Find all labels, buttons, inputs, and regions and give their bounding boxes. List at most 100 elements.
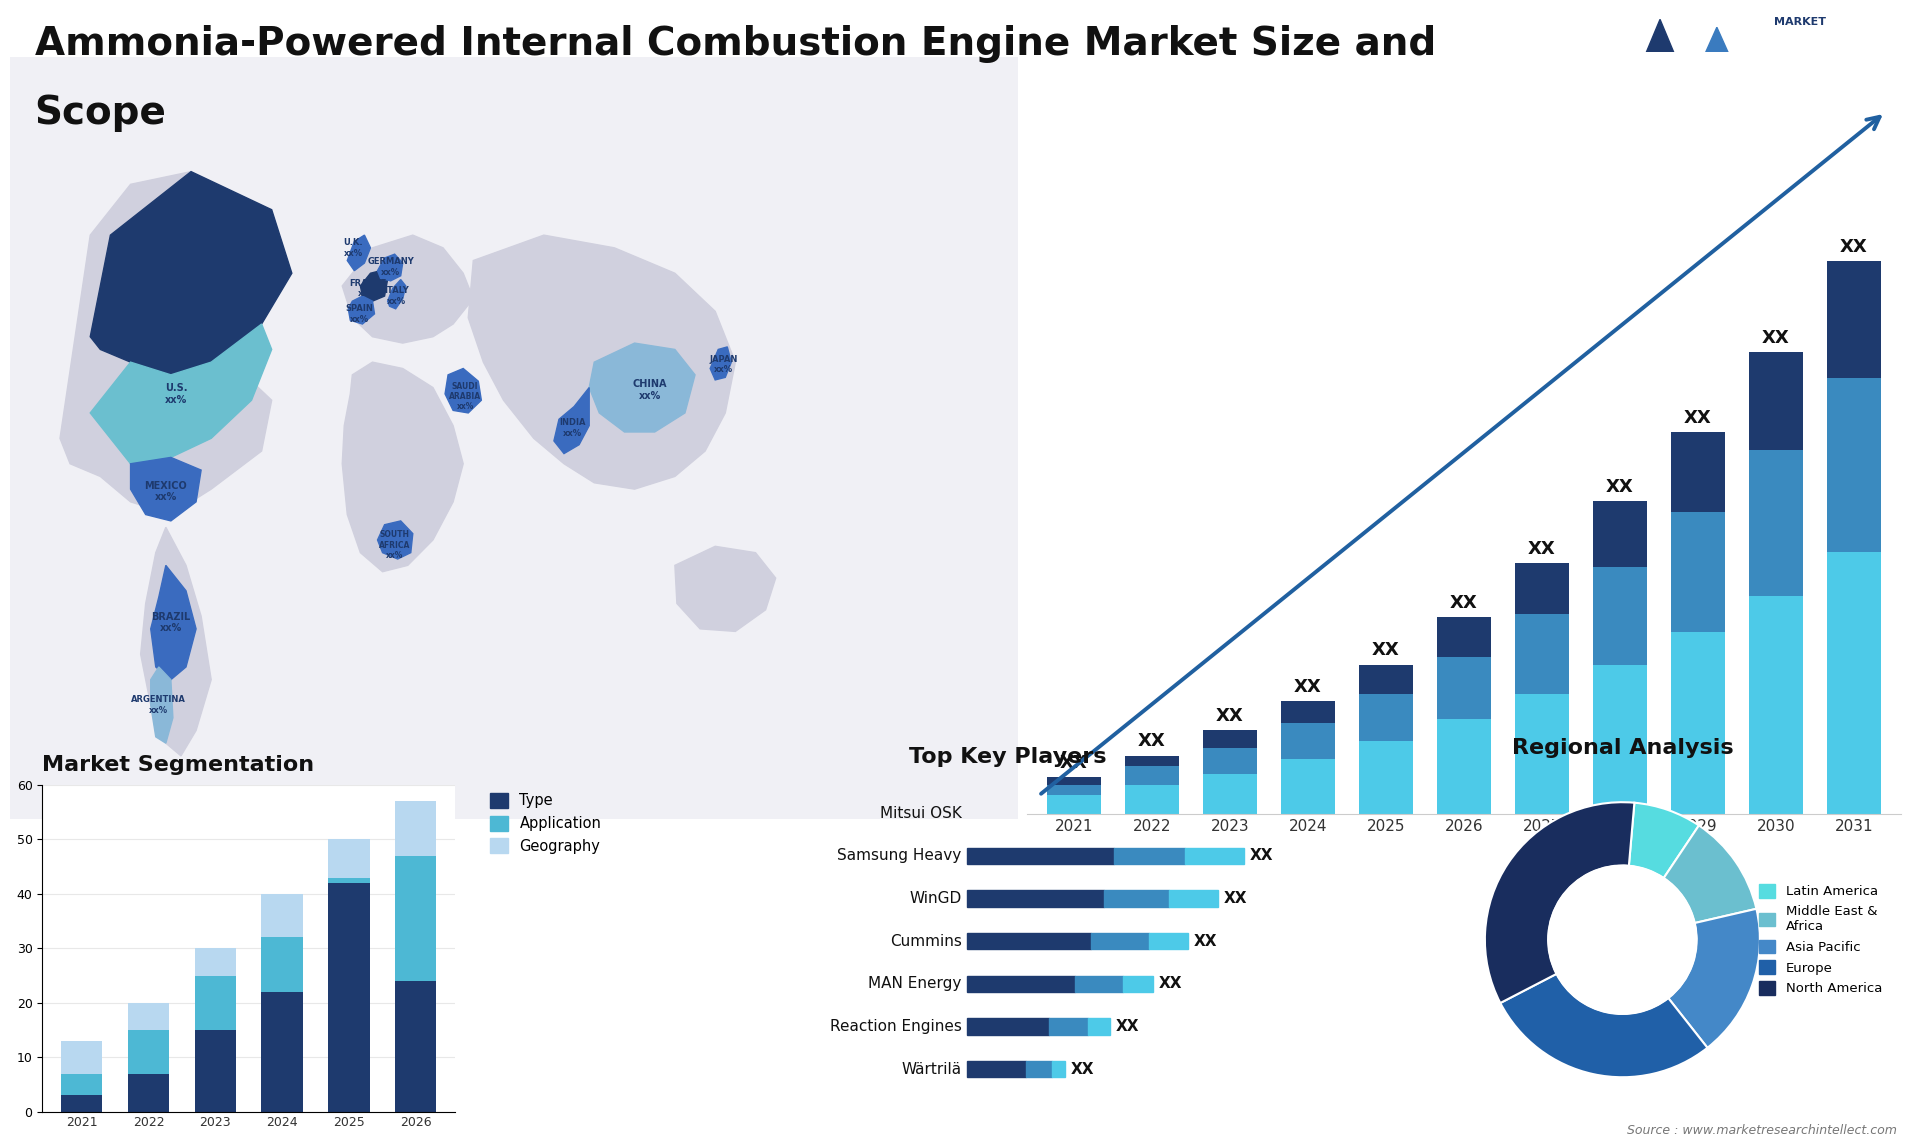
Bar [129, 1030, 169, 1074]
Bar [1125, 755, 1179, 767]
Legend: Type, Application, Geography: Type, Application, Geography [484, 786, 609, 861]
Bar [1828, 552, 1880, 814]
Bar [1438, 618, 1490, 658]
Text: ITALY
xx%: ITALY xx% [384, 286, 409, 306]
Bar [1672, 432, 1724, 512]
Bar [1048, 777, 1100, 785]
Bar [1281, 701, 1334, 723]
Text: Scope: Scope [35, 94, 167, 132]
Wedge shape [1500, 974, 1707, 1077]
Polygon shape [60, 172, 273, 515]
Text: XX: XX [1839, 238, 1868, 256]
Text: XX: XX [1060, 754, 1089, 772]
Text: XX: XX [1607, 478, 1634, 496]
Bar [1594, 501, 1647, 566]
Polygon shape [589, 343, 695, 432]
Bar [328, 884, 369, 1112]
Text: WinGD: WinGD [910, 892, 962, 906]
Polygon shape [388, 280, 405, 308]
Bar [1104, 890, 1169, 906]
Bar [1749, 596, 1803, 814]
Bar [968, 933, 1091, 949]
Text: XX: XX [1215, 707, 1244, 724]
Bar [1281, 723, 1334, 759]
Wedge shape [1668, 909, 1761, 1047]
Text: Reaction Engines: Reaction Engines [829, 1019, 962, 1034]
Text: XX: XX [1528, 540, 1555, 557]
Bar [1281, 759, 1334, 814]
Bar [1114, 848, 1185, 864]
Text: XX: XX [1194, 934, 1217, 949]
Bar [1359, 665, 1413, 693]
Bar [1438, 720, 1490, 814]
Polygon shape [555, 387, 589, 454]
Bar [1359, 741, 1413, 814]
Legend: Latin America, Middle East &
Africa, Asia Pacific, Europe, North America: Latin America, Middle East & Africa, Asi… [1753, 878, 1889, 1002]
Bar [1125, 767, 1179, 785]
Bar [261, 937, 303, 991]
Bar [968, 848, 1114, 864]
Wedge shape [1628, 802, 1699, 878]
Text: INTELLECT: INTELLECT [1774, 107, 1839, 117]
Polygon shape [378, 254, 403, 281]
Bar [1594, 665, 1647, 814]
Wedge shape [1484, 802, 1634, 1003]
Bar [396, 856, 436, 981]
Text: XX: XX [1684, 409, 1713, 426]
Text: JAPAN
xx%: JAPAN xx% [708, 355, 737, 375]
Bar [1749, 450, 1803, 596]
Title: Regional Analysis: Regional Analysis [1511, 738, 1734, 758]
Bar [1359, 693, 1413, 741]
Bar [1204, 748, 1256, 774]
Bar [194, 975, 236, 1030]
Polygon shape [342, 362, 463, 572]
Text: Wärtrilä: Wärtrilä [900, 1061, 962, 1076]
Text: GERMANY
xx%: GERMANY xx% [367, 257, 415, 276]
Text: Source : www.marketresearchintellect.com: Source : www.marketresearchintellect.com [1626, 1124, 1897, 1137]
Text: U.K.
xx%: U.K. xx% [344, 238, 363, 258]
Bar [1123, 975, 1152, 992]
Bar [328, 878, 369, 884]
Bar [61, 1041, 102, 1074]
Text: Market Segmentation: Market Segmentation [42, 755, 315, 775]
Text: XX: XX [1294, 677, 1321, 696]
Bar [129, 1003, 169, 1030]
Polygon shape [131, 457, 202, 521]
Text: XX: XX [1071, 1061, 1094, 1076]
Circle shape [1548, 865, 1697, 1014]
Text: ARGENTINA
xx%: ARGENTINA xx% [131, 696, 186, 715]
Bar [1048, 1019, 1087, 1035]
Bar [1048, 795, 1100, 814]
Bar [1515, 693, 1569, 814]
Text: RESEARCH: RESEARCH [1774, 62, 1839, 71]
Polygon shape [342, 235, 474, 343]
Text: CANADA
xx%: CANADA xx% [148, 256, 194, 277]
Polygon shape [1668, 28, 1764, 135]
Bar [968, 1061, 1025, 1077]
Polygon shape [361, 270, 388, 301]
Wedge shape [1665, 825, 1757, 923]
Bar [968, 1019, 1048, 1035]
Text: MEXICO
xx%: MEXICO xx% [144, 481, 188, 502]
Text: INDIA
xx%: INDIA xx% [559, 418, 586, 438]
Text: SOUTH
AFRICA
xx%: SOUTH AFRICA xx% [378, 531, 411, 560]
Bar [61, 1074, 102, 1096]
Text: XX: XX [1158, 976, 1183, 991]
Bar [1438, 658, 1490, 720]
Bar [1150, 933, 1188, 949]
Bar [1749, 352, 1803, 450]
Bar [1594, 566, 1647, 665]
Text: FRANCE
xx%: FRANCE xx% [349, 278, 386, 298]
Bar [1672, 631, 1724, 814]
Bar [1515, 614, 1569, 693]
Text: XX: XX [1763, 329, 1789, 347]
Bar [129, 1074, 169, 1112]
Bar [61, 1096, 102, 1112]
Bar [1204, 730, 1256, 748]
Bar [1828, 261, 1880, 378]
Text: XX: XX [1139, 732, 1165, 751]
Bar [1087, 1019, 1110, 1035]
Text: SAUDI
ARABIA
xx%: SAUDI ARABIA xx% [449, 382, 482, 411]
Bar [968, 890, 1104, 906]
Text: Ammonia-Powered Internal Combustion Engine Market Size and: Ammonia-Powered Internal Combustion Engi… [35, 25, 1436, 63]
